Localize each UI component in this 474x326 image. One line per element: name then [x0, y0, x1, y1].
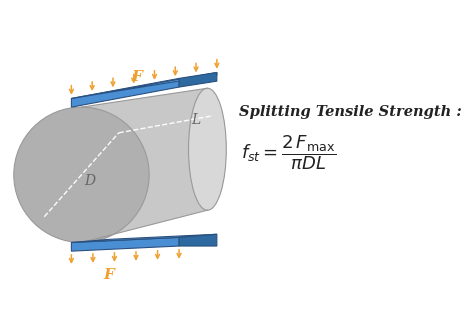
Text: L: L [191, 113, 200, 127]
Circle shape [14, 107, 149, 243]
Text: $f_{st} = \dfrac{2\,F_{\mathrm{max}}}{\pi D L}$: $f_{st} = \dfrac{2\,F_{\mathrm{max}}}{\p… [241, 134, 336, 172]
Polygon shape [179, 234, 217, 246]
Polygon shape [72, 78, 179, 107]
Polygon shape [82, 88, 226, 243]
Text: F: F [131, 70, 142, 84]
Polygon shape [72, 234, 217, 243]
Polygon shape [72, 237, 179, 251]
Text: F: F [104, 268, 115, 282]
Text: D: D [84, 174, 95, 188]
Polygon shape [179, 72, 217, 87]
Ellipse shape [189, 88, 226, 210]
Text: Splitting Tensile Strength :: Splitting Tensile Strength : [239, 105, 462, 119]
Polygon shape [72, 72, 217, 98]
